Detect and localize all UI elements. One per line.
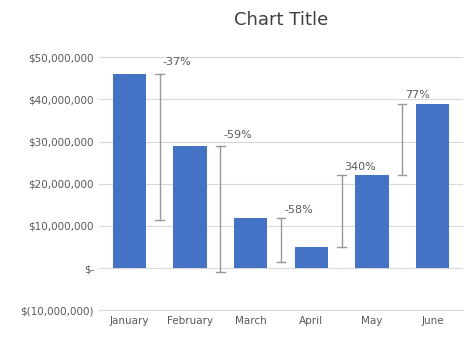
Title: Chart Title: Chart Title	[234, 11, 328, 29]
Text: 77%: 77%	[405, 90, 430, 100]
Text: 340%: 340%	[345, 162, 376, 172]
Bar	[294, 247, 328, 268]
Bar	[173, 146, 207, 268]
Bar	[234, 218, 267, 268]
Bar	[355, 175, 389, 268]
Text: -37%: -37%	[163, 57, 191, 67]
Bar	[416, 104, 449, 268]
Text: -58%: -58%	[284, 205, 313, 215]
Text: -59%: -59%	[223, 129, 252, 140]
Bar	[113, 74, 146, 268]
